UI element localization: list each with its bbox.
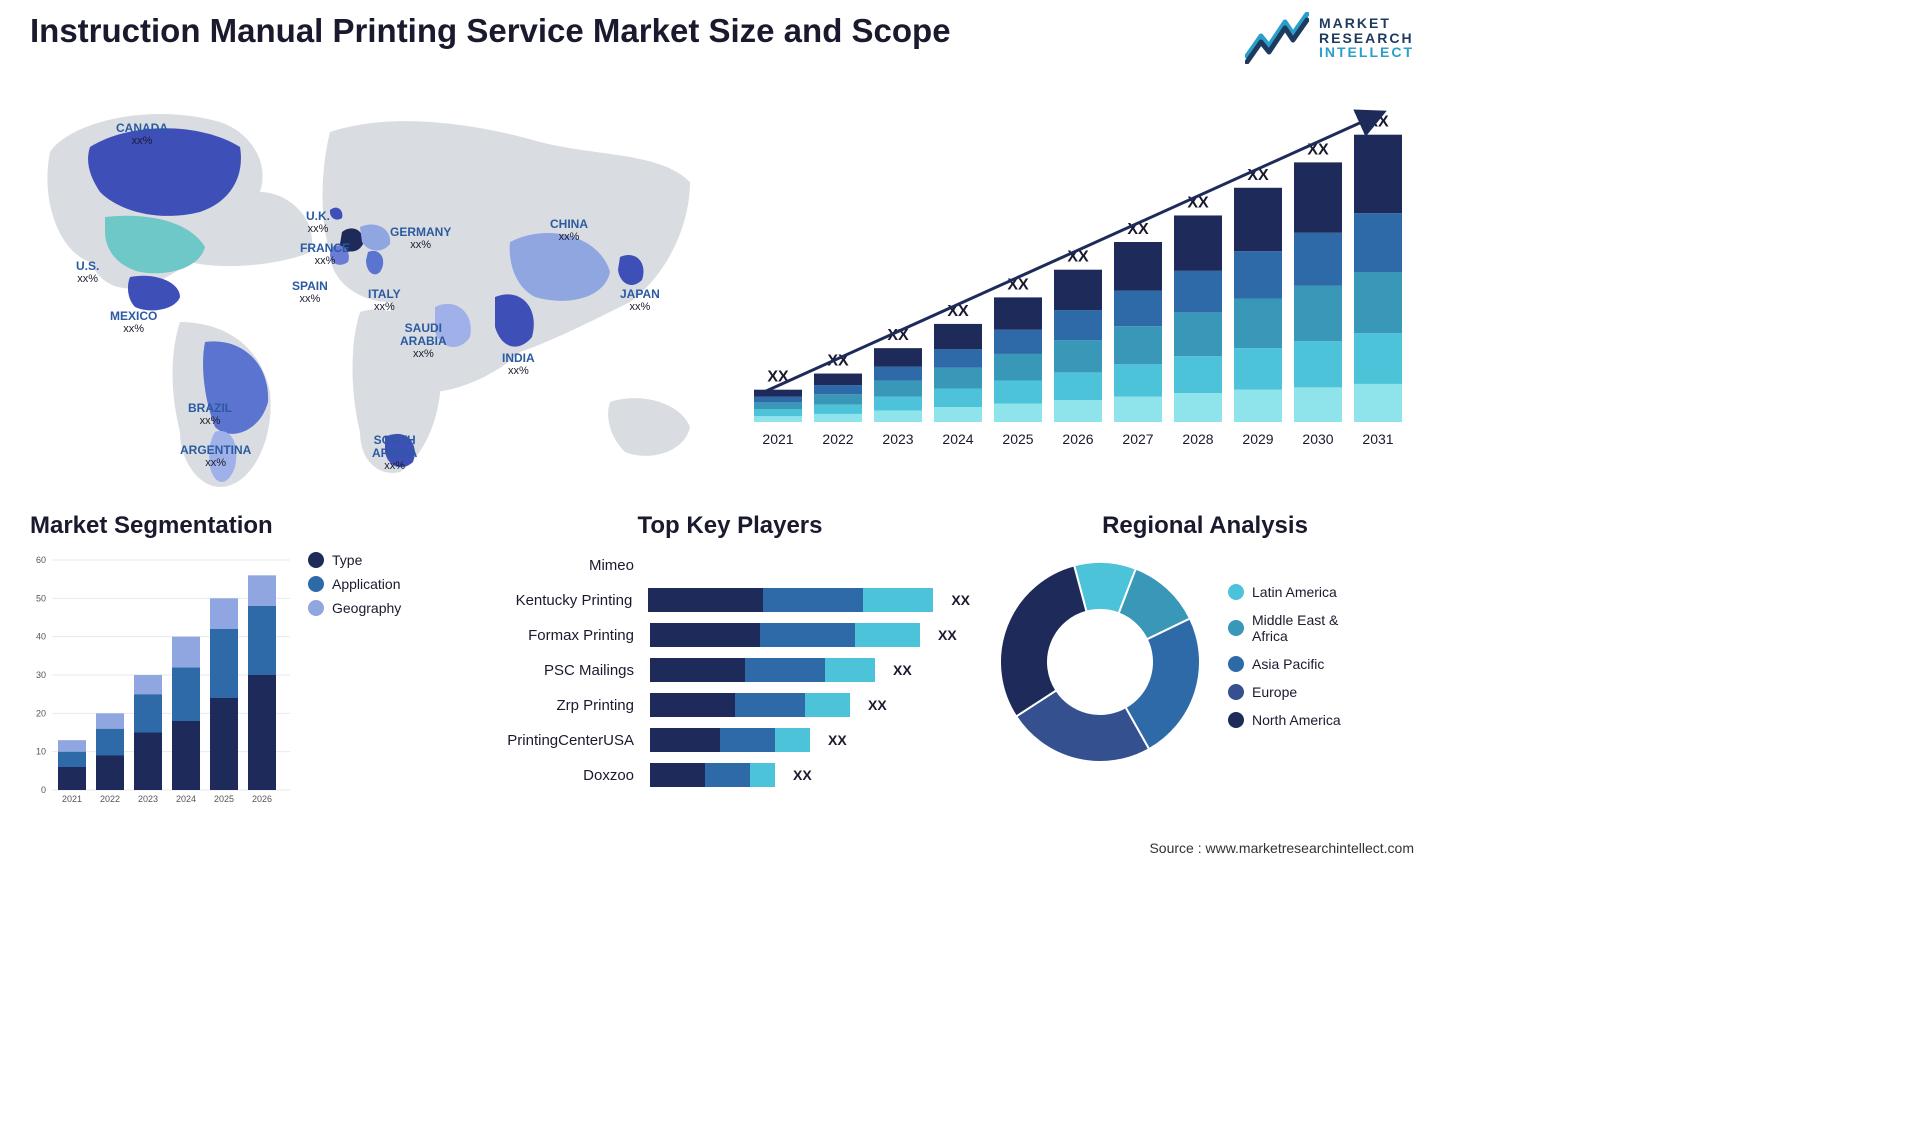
forecast-chart: XX2021XX2022XX2023XX2024XX2025XX2026XX20… — [734, 92, 1414, 462]
seg-legend-item: Application — [308, 576, 401, 592]
player-name: PrintingCenterUSA — [490, 732, 640, 749]
svg-text:XX: XX — [1007, 276, 1029, 293]
player-value: XX — [951, 592, 970, 608]
segmentation-title: Market Segmentation — [30, 512, 470, 540]
segmentation-chart: 0 10 20 30 40 50 60 2021 2022 2023 2024 2025 2026 — [30, 552, 290, 807]
player-value: XX — [793, 767, 812, 783]
logo-mark-icon — [1245, 12, 1309, 64]
player-bar — [650, 623, 920, 647]
svg-text:10: 10 — [36, 747, 46, 757]
player-value: XX — [938, 627, 957, 643]
player-value: XX — [828, 732, 847, 748]
svg-text:40: 40 — [36, 632, 46, 642]
svg-text:2024: 2024 — [176, 794, 196, 804]
regional-legend-item: Asia Pacific — [1228, 656, 1372, 672]
svg-text:2025: 2025 — [1002, 431, 1033, 447]
source-attribution: Source : www.marketresearchintellect.com — [1149, 840, 1414, 856]
player-bar — [650, 693, 850, 717]
svg-text:50: 50 — [36, 593, 46, 603]
player-name: PSC Mailings — [490, 662, 640, 679]
map-label-us: U.S.xx% — [76, 260, 99, 285]
map-label-india: INDIAxx% — [502, 352, 535, 377]
world-map: CANADAxx% U.S.xx% MEXICOxx% BRAZILxx% ARGENT… — [30, 92, 710, 492]
player-row: Kentucky Printing XX — [490, 587, 970, 613]
map-label-china: CHINAxx% — [550, 218, 588, 243]
svg-text:2022: 2022 — [822, 431, 853, 447]
player-row: PSC Mailings XX — [490, 657, 970, 683]
map-label-japan: JAPANxx% — [620, 288, 660, 313]
player-row: Doxzoo XX — [490, 762, 970, 788]
svg-text:2029: 2029 — [1242, 431, 1273, 447]
regional-title: Regional Analysis — [990, 512, 1420, 540]
regional-legend-item: Latin America — [1228, 584, 1372, 600]
svg-text:30: 30 — [36, 670, 46, 680]
player-value: XX — [868, 697, 887, 713]
map-label-germany: GERMANYxx% — [390, 226, 451, 251]
svg-text:20: 20 — [36, 708, 46, 718]
svg-text:2025: 2025 — [214, 794, 234, 804]
players-title: Top Key Players — [490, 512, 970, 540]
player-row: Formax Printing XX — [490, 622, 970, 648]
map-label-argentina: ARGENTINAxx% — [180, 444, 251, 469]
svg-text:2027: 2027 — [1122, 431, 1153, 447]
map-label-spain: SPAINxx% — [292, 280, 328, 305]
svg-text:2021: 2021 — [762, 431, 793, 447]
player-row: PrintingCenterUSA XX — [490, 727, 970, 753]
svg-text:2023: 2023 — [138, 794, 158, 804]
regional-legend-item: Europe — [1228, 684, 1372, 700]
player-name: Zrp Printing — [490, 697, 640, 714]
player-name: Formax Printing — [490, 627, 640, 644]
player-value: XX — [893, 662, 912, 678]
player-row: Mimeo — [490, 552, 970, 578]
svg-text:0: 0 — [41, 785, 46, 795]
map-label-brazil: BRAZILxx% — [188, 402, 232, 427]
svg-text:2021: 2021 — [62, 794, 82, 804]
segmentation-legend: Type Application Geography — [308, 552, 401, 624]
player-bar — [648, 588, 933, 612]
map-label-france: FRANCExx% — [300, 242, 350, 267]
seg-legend-item: Type — [308, 552, 401, 568]
map-label-saudi: SAUDIARABIAxx% — [400, 322, 447, 360]
map-label-italy: ITALYxx% — [368, 288, 401, 313]
segmentation-section: Market Segmentation 0 10 20 30 40 50 60 2021 202… — [30, 512, 470, 822]
player-name: Kentucky Printing — [490, 592, 638, 609]
svg-text:2028: 2028 — [1182, 431, 1213, 447]
logo-text: MARKET RESEARCH INTELLECT — [1319, 16, 1414, 60]
svg-text:2023: 2023 — [882, 431, 913, 447]
regional-legend: Latin America Middle East & Africa Asia Pa… — [1228, 584, 1372, 740]
player-name: Mimeo — [490, 557, 640, 574]
svg-text:60: 60 — [36, 555, 46, 565]
map-label-southafrica: SOUTHAFRICAxx% — [372, 434, 417, 472]
player-bar — [650, 658, 875, 682]
svg-text:2030: 2030 — [1302, 431, 1333, 447]
svg-text:2022: 2022 — [100, 794, 120, 804]
players-section: Top Key Players Mimeo Kentucky Printing XX… — [490, 512, 970, 822]
regional-section: Regional Analysis Latin America Middle Ea… — [990, 512, 1420, 822]
map-label-canada: CANADAxx% — [116, 122, 168, 147]
svg-text:2031: 2031 — [1362, 431, 1393, 447]
svg-text:2024: 2024 — [942, 431, 973, 447]
player-bar — [650, 763, 775, 787]
map-label-uk: U.K.xx% — [306, 210, 330, 235]
seg-legend-item: Geography — [308, 600, 401, 616]
regional-donut — [990, 552, 1210, 772]
map-label-mexico: MEXICOxx% — [110, 310, 157, 335]
player-row: Zrp Printing XX — [490, 692, 970, 718]
regional-legend-item: Middle East & Africa — [1228, 612, 1372, 644]
brand-logo: MARKET RESEARCH INTELLECT — [1245, 12, 1414, 64]
forecast-svg: XX2021XX2022XX2023XX2024XX2025XX2026XX20… — [734, 92, 1414, 462]
regional-legend-item: North America — [1228, 712, 1372, 728]
svg-text:2026: 2026 — [252, 794, 272, 804]
players-list: Mimeo Kentucky Printing XX Formax Printing X… — [490, 552, 970, 788]
page-title: Instruction Manual Printing Service Mark… — [30, 12, 951, 50]
player-name: Doxzoo — [490, 767, 640, 784]
svg-text:2026: 2026 — [1062, 431, 1093, 447]
player-bar — [650, 728, 810, 752]
